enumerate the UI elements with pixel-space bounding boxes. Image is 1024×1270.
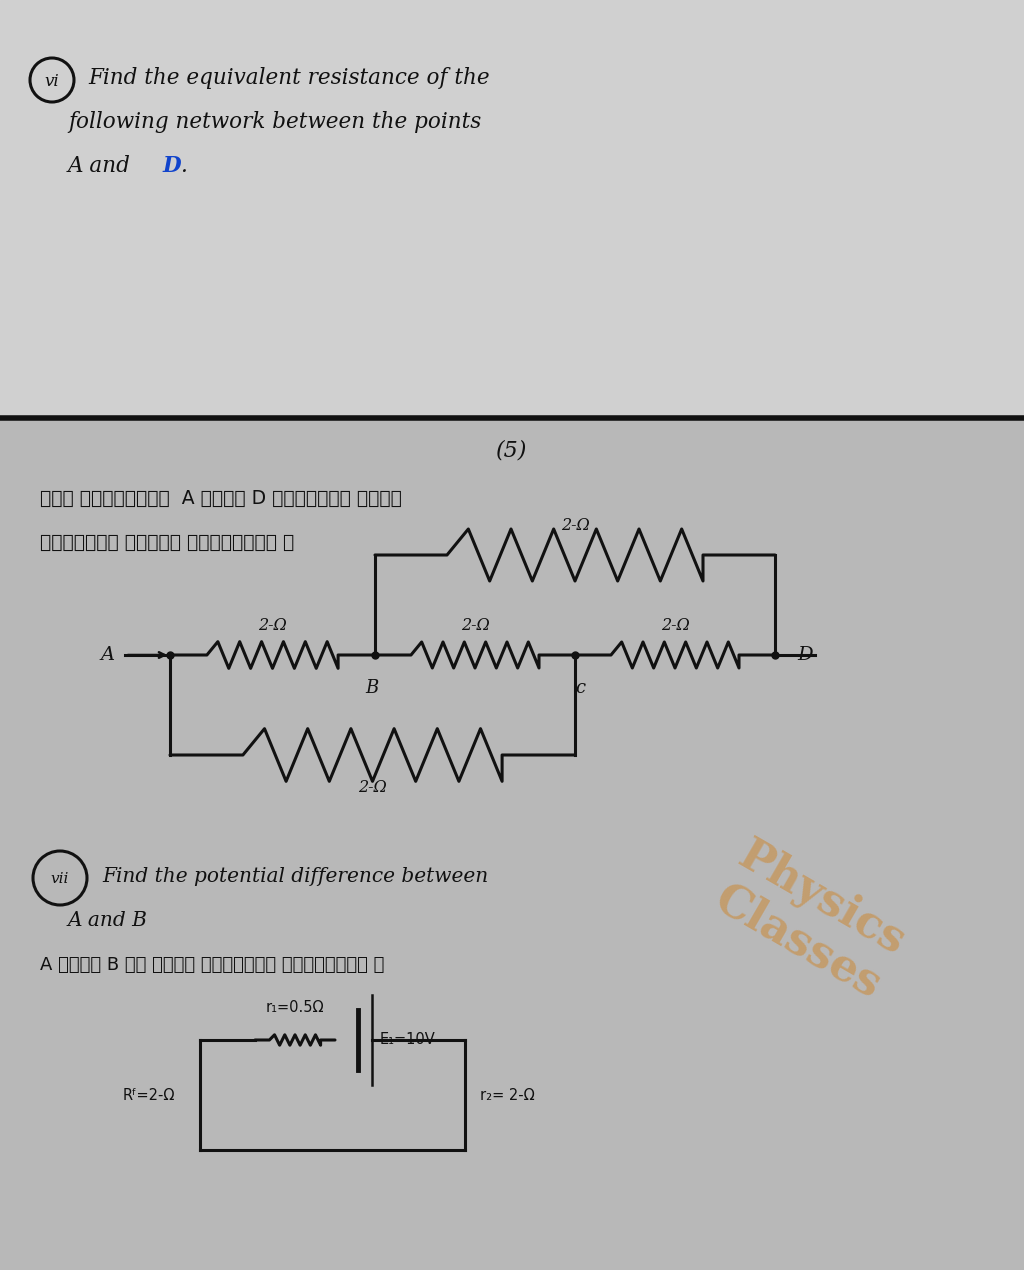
Text: A and: A and bbox=[68, 155, 138, 177]
Text: D: D bbox=[797, 646, 813, 664]
Text: vii: vii bbox=[51, 872, 70, 886]
Text: D: D bbox=[162, 155, 180, 177]
Text: Physics
Classes: Physics Classes bbox=[707, 833, 913, 1007]
Text: B: B bbox=[366, 679, 379, 697]
Text: Find the potential difference between: Find the potential difference between bbox=[102, 866, 488, 885]
Text: তলর সংযোজকের  A থাকো D বিন্দুর মাঝে: তলর সংযোজকের A থাকো D বিন্দুর মাঝে bbox=[40, 489, 401, 508]
Text: 2-Ω: 2-Ω bbox=[258, 617, 287, 634]
Text: A: A bbox=[101, 646, 115, 664]
Text: r₁=0.5Ω: r₁=0.5Ω bbox=[266, 999, 325, 1015]
Bar bbox=[0, 0, 1024, 418]
Text: following network between the points: following network between the points bbox=[68, 110, 481, 133]
Bar bbox=[0, 418, 1024, 1270]
Text: E₁=10V: E₁=10V bbox=[380, 1033, 436, 1048]
Text: A and B: A and B bbox=[68, 911, 147, 930]
Text: Find the equivalent resistance of the: Find the equivalent resistance of the bbox=[88, 67, 489, 89]
Text: সমতুল্য বোর্ড নিনেওয়া ।: সমতুল্য বোর্ড নিনেওয়া । bbox=[40, 532, 294, 551]
Text: c: c bbox=[574, 679, 585, 697]
Text: .: . bbox=[180, 155, 186, 177]
Text: (5): (5) bbox=[497, 439, 527, 461]
Text: 2-Ω: 2-Ω bbox=[461, 617, 489, 634]
Text: 2-Ω: 2-Ω bbox=[660, 617, 689, 634]
Text: 2-Ω: 2-Ω bbox=[560, 517, 590, 533]
Text: Rᶠ=2-Ω: Rᶠ=2-Ω bbox=[123, 1087, 175, 1102]
Text: 2-Ω: 2-Ω bbox=[358, 779, 387, 796]
Text: r₂= 2-Ω: r₂= 2-Ω bbox=[480, 1087, 535, 1102]
Text: A থাকো B বা মাঝে বিভবভেদ নিনেওয়া ।: A থাকো B বা মাঝে বিভবভেদ নিনেওয়া । bbox=[40, 956, 384, 974]
Text: vi: vi bbox=[45, 72, 59, 89]
